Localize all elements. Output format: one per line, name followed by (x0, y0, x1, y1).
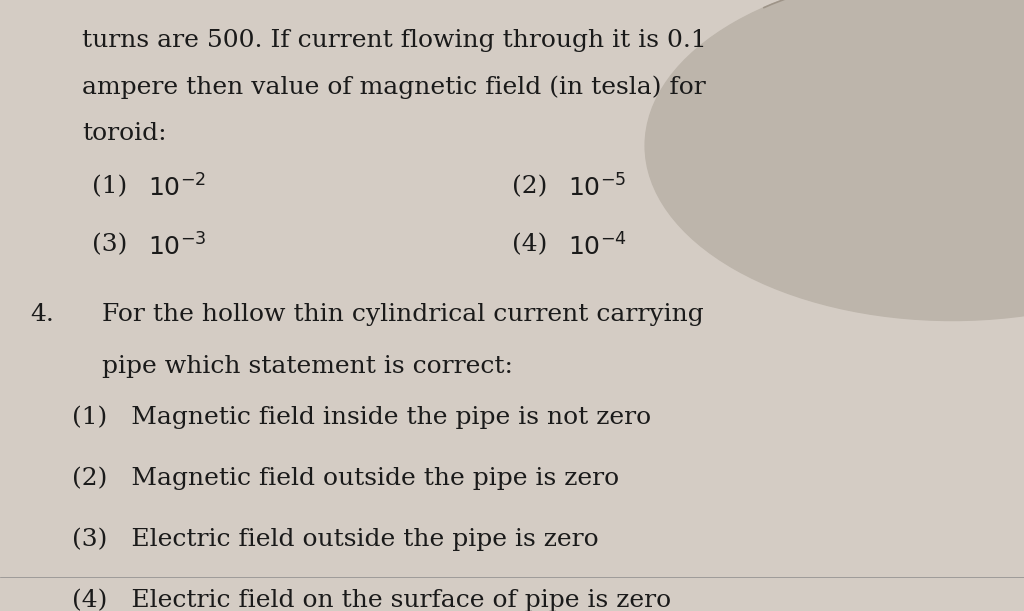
Text: (1)   Magnetic field inside the pipe is not zero: (1) Magnetic field inside the pipe is no… (72, 405, 651, 428)
Text: ampere then value of magnetic field (in tesla) for: ampere then value of magnetic field (in … (82, 76, 706, 100)
Text: turns are 500. If current flowing through it is 0.1: turns are 500. If current flowing throug… (82, 29, 707, 52)
Text: $10^{-3}$: $10^{-3}$ (148, 233, 207, 260)
Text: (3)   Electric field outside the pipe is zero: (3) Electric field outside the pipe is z… (72, 527, 598, 551)
Text: (2): (2) (512, 175, 548, 198)
Text: pipe which statement is correct:: pipe which statement is correct: (102, 356, 513, 378)
Text: (3): (3) (92, 233, 128, 256)
Text: $10^{-4}$: $10^{-4}$ (568, 233, 627, 260)
Text: For the hollow thin cylindrical current carrying: For the hollow thin cylindrical current … (102, 303, 705, 326)
Text: $10^{-2}$: $10^{-2}$ (148, 175, 207, 202)
Text: 4.: 4. (31, 303, 54, 326)
Circle shape (645, 0, 1024, 321)
Text: (4): (4) (512, 233, 548, 256)
Text: toroid:: toroid: (82, 122, 167, 145)
Text: (2)   Magnetic field outside the pipe is zero: (2) Magnetic field outside the pipe is z… (72, 466, 618, 490)
Text: $10^{-5}$: $10^{-5}$ (568, 175, 627, 202)
Text: (4)   Electric field on the surface of pipe is zero: (4) Electric field on the surface of pip… (72, 588, 671, 611)
Text: (1): (1) (92, 175, 127, 198)
